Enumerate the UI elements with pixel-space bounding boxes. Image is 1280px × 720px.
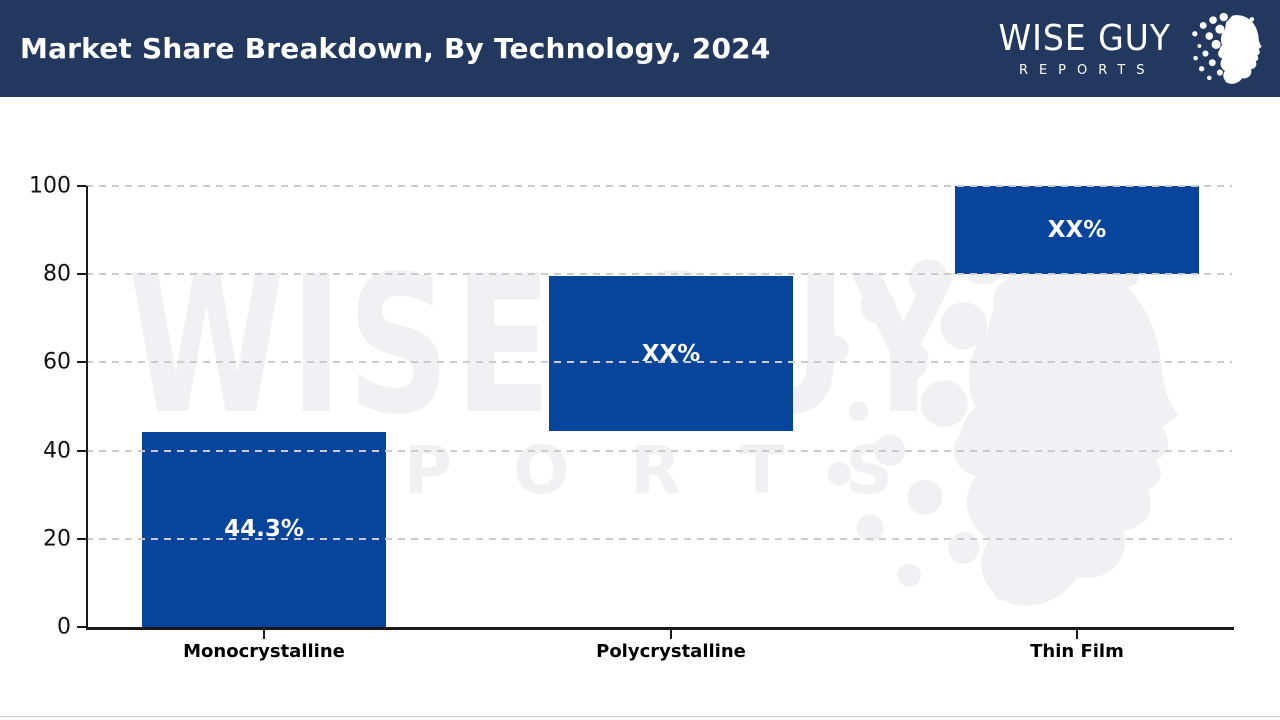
bar-polycrystalline — [549, 275, 793, 432]
x-tick-2 — [1076, 630, 1078, 639]
logo-wordmark: WISE GUY — [998, 17, 1171, 59]
gridline-60 — [86, 361, 1232, 364]
header-bar: Market Share Breakdown, By Technology, 2… — [0, 0, 1280, 97]
logo-text: WISE GUY REPORTS — [991, 17, 1179, 78]
logo-face-icon — [1192, 12, 1262, 84]
y-tick-label-100: 100 — [29, 173, 71, 199]
x-category-label: Thin Film — [1030, 641, 1124, 662]
x-category-label: Polycrystalline — [596, 641, 746, 662]
y-tick-0 — [77, 626, 86, 628]
gridline-20 — [86, 537, 1232, 540]
logo-reports-text: REPORTS — [1018, 62, 1156, 78]
y-tick-label-0: 0 — [57, 614, 71, 640]
y-tick-60 — [77, 361, 86, 364]
y-tick-label-20: 20 — [43, 526, 71, 552]
y-tick-label-60: 60 — [43, 349, 71, 375]
y-tick-label-40: 40 — [43, 438, 71, 464]
gridline-80 — [86, 273, 1232, 276]
y-tick-100 — [77, 185, 86, 187]
gridline-100 — [86, 185, 1232, 187]
y-tick-40 — [77, 449, 86, 452]
y-tick-80 — [77, 273, 86, 276]
x-tick-0 — [263, 630, 265, 639]
x-category-label: Monocrystalline — [183, 641, 345, 662]
y-axis-line — [86, 186, 88, 630]
face-profile — [1219, 14, 1262, 84]
y-tick-label-80: 80 — [43, 261, 71, 287]
page-title: Market Share Breakdown, By Technology, 2… — [20, 32, 771, 65]
x-tick-1 — [670, 630, 672, 639]
x-axis-line — [86, 627, 1234, 630]
bar-monocrystalline — [142, 431, 386, 627]
bottom-border-line — [0, 716, 1280, 717]
gridline-40 — [86, 449, 1232, 452]
y-tick-20 — [77, 537, 86, 540]
bar-value-label: XX% — [1047, 217, 1107, 244]
wise-guy-reports-logo: WISE GUY REPORTS — [991, 11, 1280, 87]
